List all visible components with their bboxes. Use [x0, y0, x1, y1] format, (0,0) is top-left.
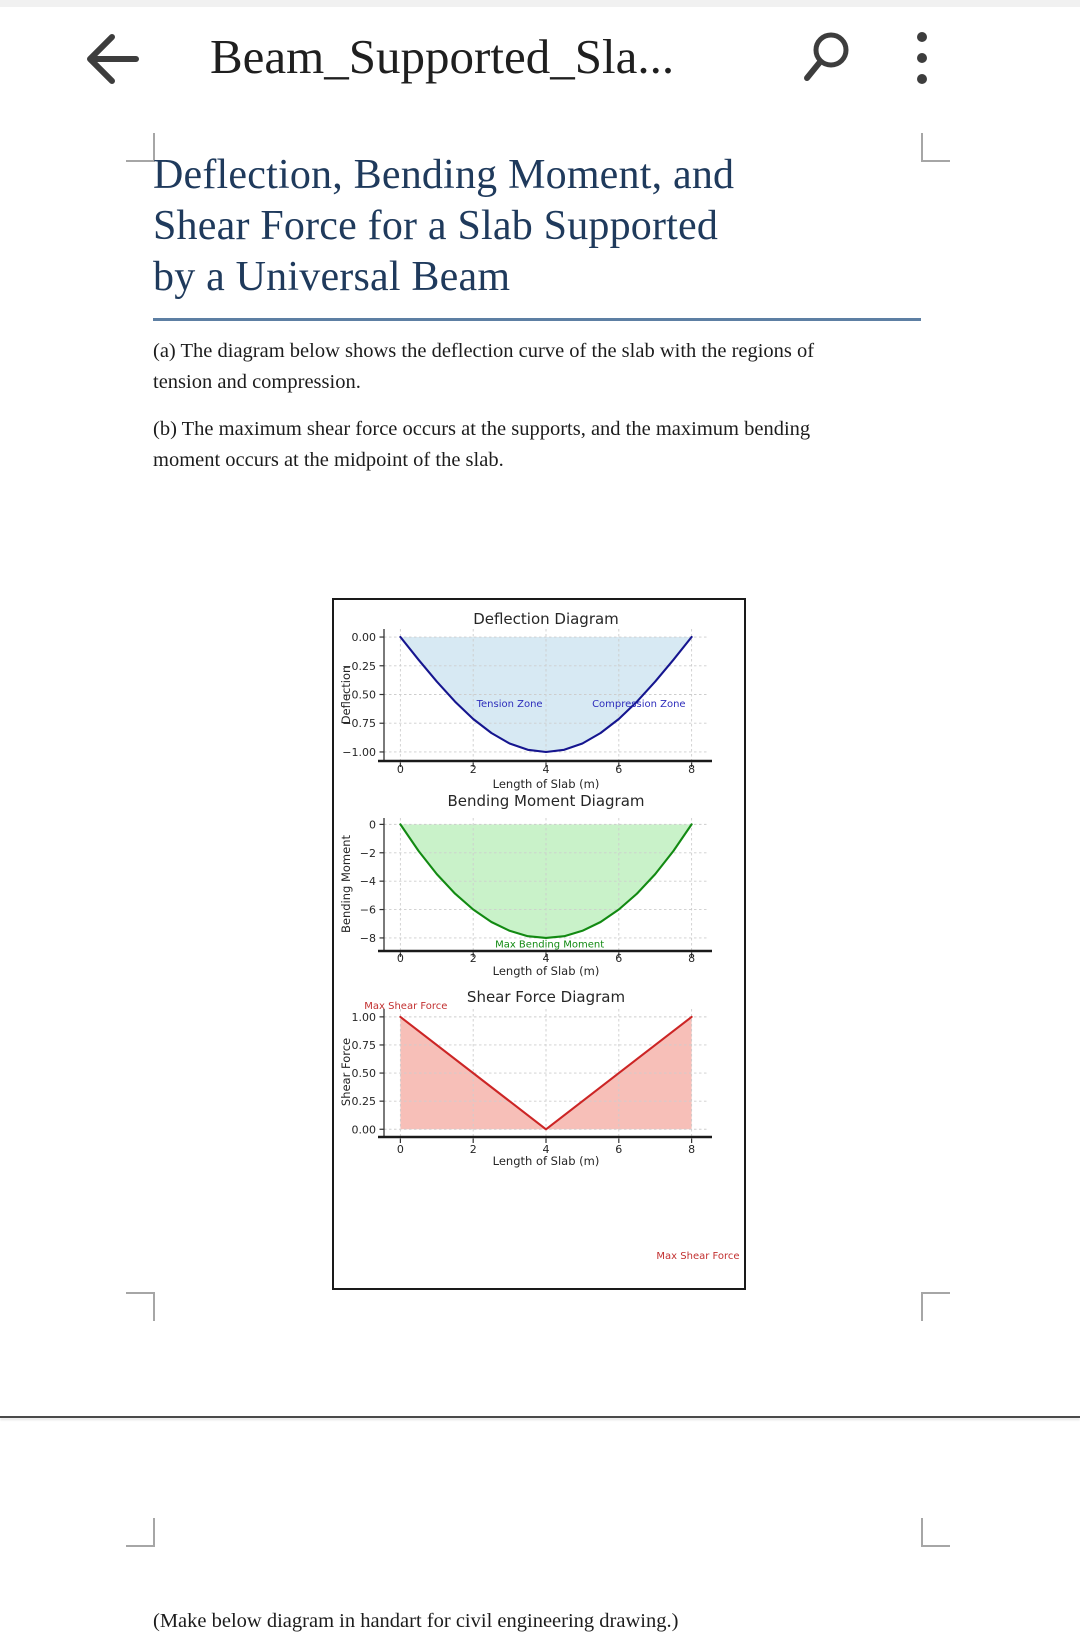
y-tick-label: −8 — [360, 932, 376, 945]
y-axis-label: Bending Moment — [339, 834, 353, 933]
x-axis-label: Length of Slab (m) — [493, 777, 600, 791]
annotation-max-shear-force: Max Shear Force — [364, 1001, 447, 1012]
footer-note: (Make below diagram in handart for civil… — [153, 1610, 679, 1632]
app-bar: Beam_Supported_Sla... — [0, 7, 1080, 102]
y-tick-label: 0 — [369, 818, 376, 831]
x-tick-label: 6 — [615, 1143, 622, 1156]
y-tick-label: 0.75 — [352, 1039, 377, 1052]
page-corner-mark-bottom-right — [921, 1292, 950, 1321]
y-tick-label: 1.00 — [352, 1011, 377, 1024]
chart-title: Shear Force Diagram — [467, 988, 625, 1006]
x-tick-label: 8 — [688, 763, 695, 776]
y-tick-label: 0.00 — [352, 631, 377, 644]
bending-moment-curve — [399, 823, 693, 939]
doc-heading: Deflection, Bending Moment, and Shear Fo… — [153, 150, 921, 321]
deflection-curve — [399, 635, 693, 754]
x-tick-label: 2 — [470, 763, 477, 776]
paragraph-b-line: (b) The maximum shear force occurs at th… — [153, 418, 811, 440]
x-axis-label: Length of Slab (m) — [493, 964, 600, 978]
doc-heading-line: by a Universal Beam — [153, 254, 511, 300]
x-tick-label: 8 — [688, 1143, 695, 1156]
page-corner-mark-top-left — [126, 133, 155, 162]
overflow-menu-icon — [917, 32, 927, 84]
search-button[interactable] — [795, 25, 859, 89]
y-tick-label: 0.25 — [352, 1095, 377, 1108]
y-tick-label: −0.75 — [342, 717, 376, 730]
x-tick-label: 8 — [688, 952, 695, 965]
shear-force-curve — [399, 1015, 693, 1131]
figure-corner-note: Max Shear Force — [656, 1251, 739, 1262]
page2-corner-mark-top-right — [921, 1518, 950, 1547]
back-arrow-icon — [87, 34, 139, 84]
x-axis-label: Length of Slab (m) — [493, 1154, 600, 1168]
y-tick-label: −0.50 — [342, 689, 376, 702]
y-tick-label: −6 — [360, 904, 376, 917]
page-corner-mark-top-right — [921, 133, 950, 162]
y-tick-label: −4 — [360, 875, 376, 888]
overflow-menu-button[interactable] — [890, 25, 954, 89]
y-axis-label: Shear Force — [339, 1038, 353, 1106]
chart-title: Bending Moment Diagram — [447, 792, 644, 810]
back-button[interactable] — [80, 27, 144, 91]
paragraph-b: (b) The maximum shear force occurs at th… — [153, 414, 893, 476]
page2-corner-mark-top-left — [126, 1518, 155, 1547]
x-tick-label: 6 — [615, 763, 622, 776]
annotation-tension-zone: Tension Zone — [476, 699, 543, 710]
y-tick-label: −2 — [360, 847, 376, 860]
doc-heading-line: Deflection, Bending Moment, and — [153, 152, 735, 198]
page-corner-mark-bottom-left — [126, 1292, 155, 1321]
page-divider — [0, 1416, 1080, 1418]
x-tick-label: 4 — [543, 763, 550, 776]
x-tick-label: 4 — [543, 952, 550, 965]
annotation-max-bending-moment: Max Bending Moment — [495, 939, 604, 950]
y-axis-label: Deflection — [339, 666, 353, 725]
paragraph-b-line: moment occurs at the midpoint of the sla… — [153, 449, 504, 471]
y-tick-label: 0.00 — [352, 1123, 377, 1136]
x-tick-label: 6 — [615, 952, 622, 965]
paragraph-a-line: (a) The diagram below shows the deflecti… — [153, 340, 815, 362]
x-tick-label: 2 — [470, 952, 477, 965]
document-page: Deflection, Bending Moment, and Shear Fo… — [0, 102, 1080, 1649]
chart-title: Deflection Diagram — [473, 610, 619, 628]
x-tick-label: 4 — [543, 1143, 550, 1156]
x-tick-label: 0 — [397, 1143, 404, 1156]
y-tick-label: −0.25 — [342, 660, 376, 673]
document-title: Beam_Supported_Sla... — [210, 29, 675, 84]
status-strip — [0, 0, 1080, 7]
y-tick-label: −1.00 — [342, 746, 376, 759]
y-tick-label: 0.50 — [352, 1067, 377, 1080]
paragraph-a: (a) The diagram below shows the deflecti… — [153, 336, 893, 398]
annotation-compression-zone: Compression Zone — [592, 699, 686, 710]
x-tick-label: 0 — [397, 952, 404, 965]
doc-heading-line: Shear Force for a Slab Supported — [153, 203, 719, 249]
beam-diagrams-svg: 0.00 −0.25 −0.50 −0.75 −1.00 0 2 4 6 8 Deflection … — [339, 610, 740, 1262]
search-icon — [804, 32, 849, 81]
x-tick-label: 0 — [397, 763, 404, 776]
paragraph-a-line: tension and compression. — [153, 371, 361, 393]
x-tick-label: 2 — [470, 1143, 477, 1156]
beam-diagrams-figure: 0.00 −0.25 −0.50 −0.75 −1.00 0 2 4 6 8 Deflection … — [332, 598, 746, 1290]
